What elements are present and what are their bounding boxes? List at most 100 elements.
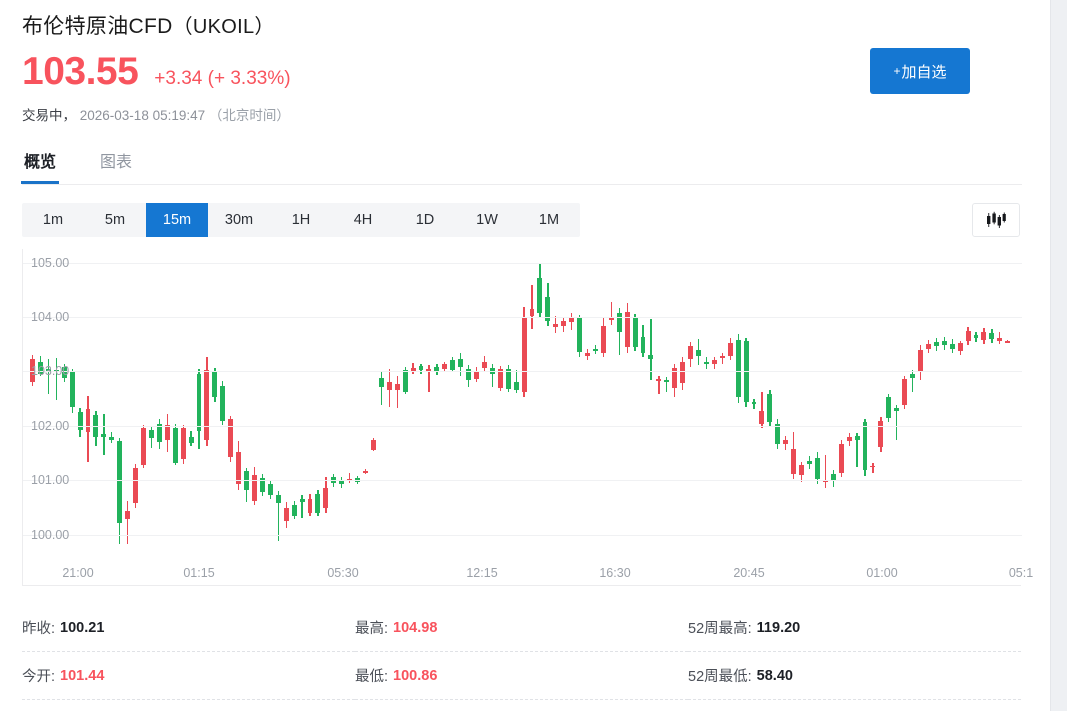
candle-body — [767, 394, 773, 423]
candle-wick — [1007, 339, 1009, 344]
candle-body — [156, 423, 162, 443]
chart-x-tick-label: 20:45 — [733, 566, 765, 580]
chart-x-tick-label: 12:15 — [466, 566, 498, 580]
current-price: 103.55 — [22, 50, 139, 93]
candle-body — [933, 342, 939, 347]
candle-wick — [127, 500, 129, 545]
timeframe-30m[interactable]: 30m — [208, 203, 270, 237]
timeframe-label: 1M — [538, 212, 560, 228]
candle-body — [585, 352, 590, 357]
chart-x-tick-label: 21:00 — [62, 566, 94, 580]
candle-wick — [364, 469, 367, 474]
plus-icon: + — [893, 64, 901, 78]
timeframe-label: 1H — [291, 212, 311, 228]
stat-row: 最高: 104.98 — [355, 604, 688, 652]
candle-body — [664, 380, 670, 383]
quote-header: 布伦特原油CFD（UKOIL） 103.55 +3.34 (+ 3.33%) 交… — [22, 10, 1022, 124]
candle-body — [553, 323, 559, 327]
chart-y-tick-label: 101.00 — [31, 473, 70, 488]
chart-y-tick-label: 100.00 — [31, 527, 70, 542]
timeframe-15m[interactable]: 15m — [146, 203, 208, 237]
candle-body — [894, 408, 900, 411]
chart-y-tick-label: 102.00 — [31, 418, 70, 433]
price-chart[interactable]: 105.00 104.00 103.00 102.00 101.00 100.00 21:… — [22, 249, 1033, 586]
candle-wick — [761, 392, 763, 428]
candle-wick — [531, 285, 533, 329]
timeframe-5m[interactable]: 5m — [84, 203, 146, 237]
candle-wick — [380, 372, 383, 406]
timeframe-1d[interactable]: 1D — [394, 203, 456, 237]
tab-overview[interactable]: 概览 — [20, 148, 60, 184]
candle-body — [696, 349, 701, 357]
candle-body — [854, 435, 860, 440]
candle-body — [164, 424, 170, 440]
candle-body — [434, 367, 440, 372]
candle-body — [521, 318, 527, 393]
candle-body — [426, 369, 432, 372]
price-block: 103.55 +3.34 (+ 3.33%) — [22, 52, 1022, 91]
candle-body — [267, 484, 273, 496]
candle-wick — [872, 462, 874, 473]
candle-body — [513, 382, 519, 390]
candle-body — [450, 360, 456, 371]
timeframe-1m[interactable]: 1M — [518, 203, 580, 237]
page-title: 布伦特原油CFD（UKOIL） — [22, 10, 1022, 40]
stat-row: 今开: 101.44 — [22, 652, 355, 700]
candle-body — [1005, 341, 1011, 343]
chart-gridline — [23, 480, 1022, 482]
candle-body — [370, 439, 376, 450]
candle-wick — [856, 433, 858, 468]
stat-value: 104.98 — [393, 619, 438, 636]
chart-gridline — [23, 534, 1022, 536]
candle-body — [283, 508, 289, 522]
page-scrollbar[interactable] — [1050, 0, 1067, 711]
tabs-divider — [22, 184, 1022, 185]
candle-body — [600, 325, 606, 353]
candle-body — [378, 377, 384, 387]
candle-body — [259, 477, 265, 493]
add-to-watchlist-button[interactable]: + 加自选 — [870, 48, 970, 94]
timeframe-1h[interactable]: 1H — [270, 203, 332, 237]
tab-chart[interactable]: 图表 — [98, 148, 134, 184]
candle-body — [61, 367, 67, 378]
candle-body — [505, 369, 511, 389]
candle-body — [989, 333, 995, 339]
candle-wick — [610, 301, 612, 325]
stat-value: 100.21 — [60, 619, 105, 636]
timeframe-selector: 1m 5m 15m 30m 1H 4H 1D 1W 1M — [22, 203, 580, 237]
stat-label: 52周最高: — [688, 621, 752, 637]
instrument-name: 布伦特原油CFD — [22, 15, 173, 38]
candle-body — [275, 495, 281, 503]
stat-row: 最低: 100.86 — [355, 652, 688, 700]
candle-wick — [666, 376, 668, 393]
candle-body — [846, 436, 852, 441]
chart-type-button[interactable] — [972, 203, 1020, 237]
chart-gridline — [23, 371, 1022, 373]
candle-body — [545, 297, 551, 322]
candle-wick — [753, 398, 755, 410]
candle-body — [117, 440, 123, 523]
timeframe-1m[interactable]: 1m — [22, 203, 84, 237]
candle-body — [783, 439, 789, 445]
candle-body — [291, 505, 297, 517]
chart-y-tick-label: 104.00 — [31, 309, 70, 324]
candle-body — [220, 385, 226, 422]
candle-wick — [658, 375, 660, 395]
chart-x-axis: 21:00 01:15 05:30 12:15 16:30 20:45 01:00 05:1 — [23, 560, 1033, 586]
candle-body — [632, 316, 638, 348]
timeframe-1w[interactable]: 1W — [456, 203, 518, 237]
candle-body — [640, 336, 646, 353]
timeframe-label: 1D — [415, 212, 435, 228]
quote-statistics: 昨收: 100.21 今开: 101.44 最高: 104.98 最低: 100.86 52周最… — [22, 604, 1022, 700]
candle-body — [569, 318, 575, 323]
chart-plot-area: 105.00 104.00 103.00 102.00 101.00 100.00 — [23, 249, 1022, 559]
candle-body — [394, 384, 400, 390]
candle-wick — [55, 357, 57, 400]
candle-body — [791, 448, 797, 474]
timeframe-4h[interactable]: 4H — [332, 203, 394, 237]
candle-body — [180, 427, 186, 460]
candle-body — [561, 321, 567, 326]
candle-body — [37, 361, 43, 375]
candle-wick — [396, 375, 398, 409]
